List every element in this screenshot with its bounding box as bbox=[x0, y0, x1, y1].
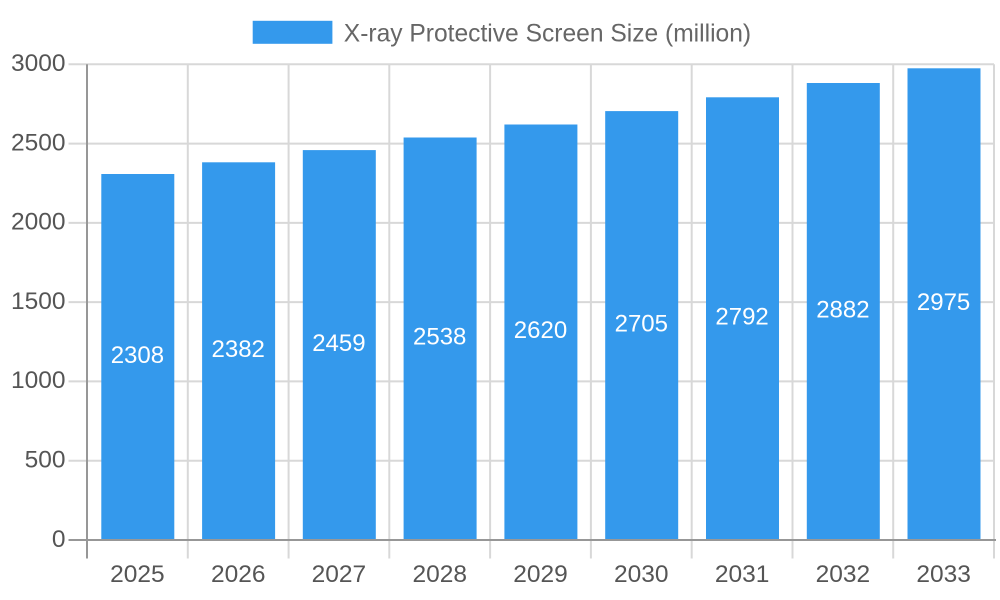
svg-text:2025: 2025 bbox=[110, 561, 165, 588]
svg-text:1000: 1000 bbox=[11, 367, 66, 394]
svg-text:3000: 3000 bbox=[11, 50, 66, 77]
svg-text:1500: 1500 bbox=[11, 288, 66, 315]
svg-text:2029: 2029 bbox=[513, 561, 568, 588]
svg-text:2308: 2308 bbox=[111, 342, 164, 369]
svg-text:2028: 2028 bbox=[412, 561, 467, 588]
svg-text:2027: 2027 bbox=[312, 561, 367, 588]
svg-text:2031: 2031 bbox=[715, 561, 770, 588]
svg-text:500: 500 bbox=[25, 447, 66, 474]
svg-text:2538: 2538 bbox=[413, 324, 466, 351]
svg-text:2032: 2032 bbox=[816, 561, 871, 588]
svg-text:2382: 2382 bbox=[212, 336, 265, 363]
svg-text:2975: 2975 bbox=[917, 289, 970, 316]
svg-text:2882: 2882 bbox=[816, 296, 869, 323]
svg-text:2000: 2000 bbox=[11, 209, 66, 236]
svg-text:2030: 2030 bbox=[614, 561, 669, 588]
svg-text:X-ray Protective Screen Size (: X-ray Protective Screen Size (million) bbox=[344, 20, 751, 47]
svg-text:2500: 2500 bbox=[11, 129, 66, 156]
svg-text:2026: 2026 bbox=[211, 561, 266, 588]
svg-text:2459: 2459 bbox=[312, 330, 365, 357]
svg-text:0: 0 bbox=[52, 526, 66, 553]
svg-text:2792: 2792 bbox=[715, 303, 768, 330]
svg-text:2620: 2620 bbox=[514, 317, 567, 344]
svg-text:2705: 2705 bbox=[615, 310, 668, 337]
svg-text:2033: 2033 bbox=[916, 561, 971, 588]
